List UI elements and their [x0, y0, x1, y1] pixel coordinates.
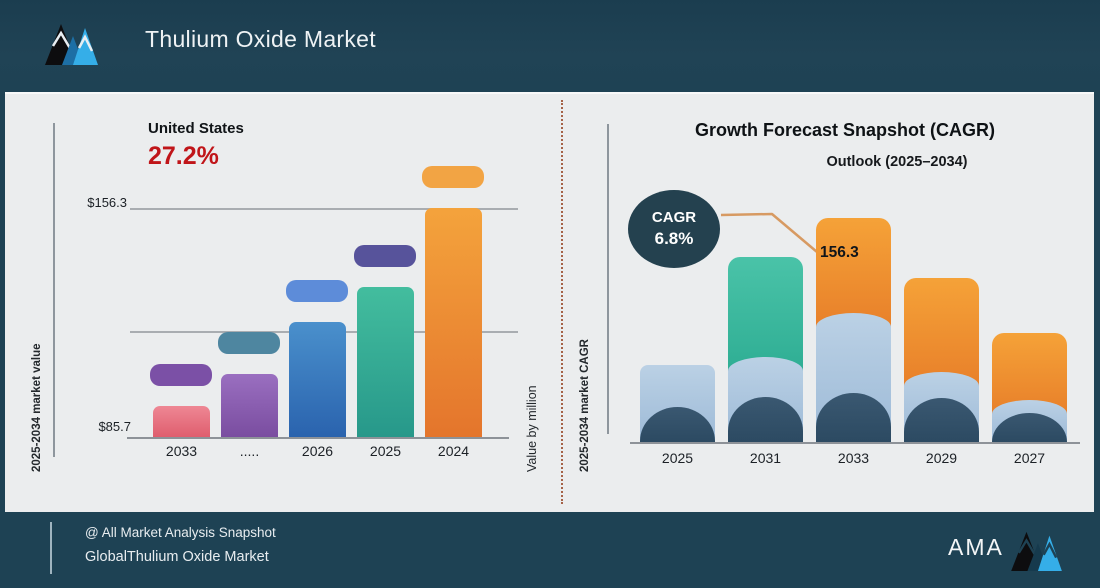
left-tick-bottom: $85.7 — [98, 419, 131, 434]
ama-logo-icon — [45, 24, 98, 65]
right-x-label-4: 2027 — [1013, 450, 1046, 466]
header-bar: Thulium Oxide Market — [0, 0, 1100, 92]
left-chart-title: United States — [148, 120, 244, 137]
left-x-label-0: 2033 — [165, 443, 198, 459]
value-axis-label: Value by million — [525, 385, 539, 472]
left-bar-cap-2 — [286, 279, 348, 302]
right-bar-top-2029 — [904, 278, 979, 386]
footer-bar: @ All Market Analysis Snapshot GlobalThu… — [0, 512, 1100, 588]
content-area: United States 27.2% 2025-2034 market val… — [5, 92, 1094, 512]
cagr-badge-label: CAGR — [651, 209, 697, 226]
left-gridline-top — [130, 208, 518, 210]
right-y-axis-line — [607, 124, 609, 434]
left-x-label-2: 2026 — [301, 443, 334, 459]
left-bar-2026 — [289, 321, 346, 437]
panel-divider — [561, 100, 563, 504]
left-x-label-1: ..... — [239, 443, 260, 459]
left-bar-2025 — [357, 287, 414, 437]
right-x-label-0: 2025 — [661, 450, 694, 466]
left-bar-cap-4 — [422, 166, 484, 188]
cagr-badge-value: 6.8% — [654, 228, 694, 248]
right-chart-title: Growth Forecast Snapshot (CAGR) — [694, 120, 995, 140]
left-y-axis-line — [53, 123, 55, 457]
right-x-axis-line — [630, 442, 1080, 444]
left-chart-value: 27.2% — [148, 142, 219, 170]
left-bar-2024 — [425, 208, 482, 437]
left-tick-top: $156.3 — [87, 195, 127, 210]
right-x-label-2: 2033 — [837, 450, 870, 466]
left-bar-cap-3 — [354, 245, 416, 268]
left-x-axis-line — [127, 437, 509, 439]
right-bar-base-2033 — [816, 393, 891, 442]
right-bar-top-2031 — [728, 257, 803, 371]
right-x-label-3: 2029 — [925, 450, 958, 466]
footer-ama-logo-icon — [1011, 531, 1062, 572]
right-bar-top-2033 — [816, 218, 891, 327]
left-x-label-3: 2025 — [369, 443, 402, 459]
left-bar-2033 — [153, 406, 210, 437]
left-bar-dotdotdotdotdot — [221, 374, 278, 437]
left-bar-cap-1 — [218, 332, 280, 355]
left-x-label-4: 2024 — [437, 443, 470, 459]
left-y-axis-label: 2025-2034 market value — [31, 343, 43, 472]
footer-brand-text: AMA — [948, 534, 1004, 560]
cagr-badge: CAGR 6.8% — [628, 190, 720, 268]
right-x-label-1: 2031 — [749, 450, 782, 466]
right-y-axis-label: 2025-2034 market CAGR — [579, 339, 591, 472]
left-bar-cap-0 — [150, 364, 212, 387]
footer-line2: GlobalThulium Oxide Market — [85, 549, 269, 565]
page-title: Thulium Oxide Market — [145, 26, 376, 52]
right-chart-subtitle: Outlook (2025–2034) — [826, 154, 968, 170]
footer-separator — [50, 522, 52, 574]
footer-line1: @ All Market Analysis Snapshot — [85, 525, 276, 540]
bar-annotation: 156.3 — [820, 244, 859, 261]
